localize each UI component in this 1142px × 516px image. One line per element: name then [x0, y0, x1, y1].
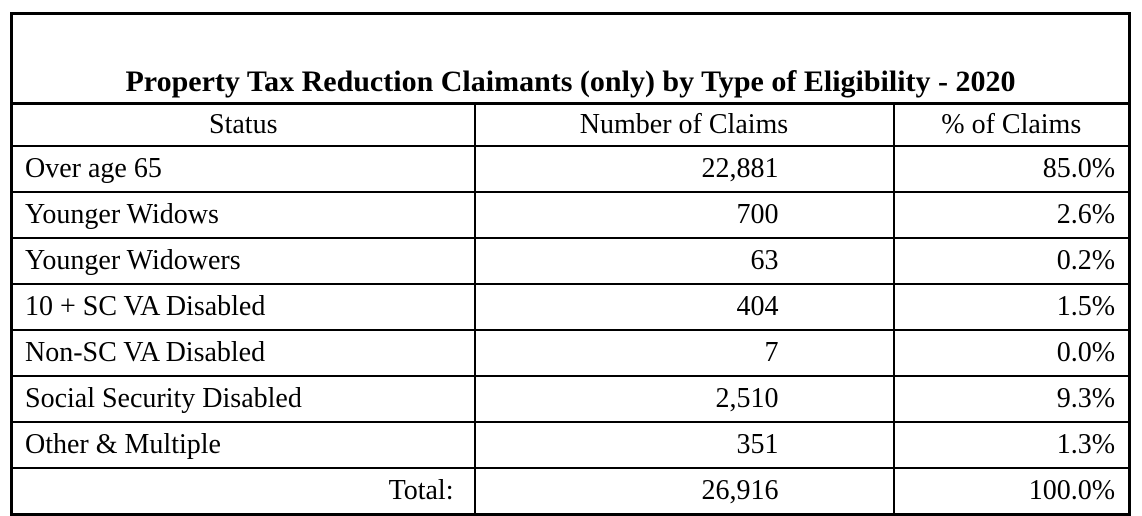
column-header-status: Status — [10, 102, 476, 147]
pct-cell: 2.6% — [892, 191, 1131, 239]
status-cell: Over age 65 — [10, 145, 476, 193]
claims-cell: 404 — [473, 283, 895, 331]
pct-cell: 0.0% — [892, 329, 1131, 377]
status-cell: Younger Widows — [10, 191, 476, 239]
title-row: Property Tax Reduction Claimants (only) … — [10, 12, 1131, 105]
claims-table: Property Tax Reduction Claimants (only) … — [10, 12, 1132, 516]
pct-cell: 1.3% — [892, 421, 1131, 469]
pct-cell: 85.0% — [892, 145, 1131, 193]
pct-cell: 9.3% — [892, 375, 1131, 423]
total-pct-value: 100.0% — [892, 467, 1131, 516]
table-row: Non-SC VA Disabled 7 0.0% — [10, 329, 1131, 377]
table-row: Social Security Disabled 2,510 9.3% — [10, 375, 1131, 423]
table-footer: Total: 26,916 100.0% — [10, 467, 1131, 516]
status-cell: Social Security Disabled — [10, 375, 476, 423]
table-row: 10 + SC VA Disabled 404 1.5% — [10, 283, 1131, 331]
total-claims-value: 26,916 — [473, 467, 895, 516]
table-row: Over age 65 22,881 85.0% — [10, 145, 1131, 193]
column-header-pct-of-claims: % of Claims — [892, 102, 1131, 147]
table-row: Younger Widowers 63 0.2% — [10, 237, 1131, 285]
claims-cell: 7 — [473, 329, 895, 377]
pct-cell: 1.5% — [892, 283, 1131, 331]
total-label: Total: — [10, 467, 476, 516]
claims-cell: 2,510 — [473, 375, 895, 423]
status-cell: Younger Widowers — [10, 237, 476, 285]
claims-cell: 351 — [473, 421, 895, 469]
header-row: Status Number of Claims % of Claims — [10, 102, 1131, 147]
table-row: Other & Multiple 351 1.3% — [10, 421, 1131, 469]
claims-cell: 22,881 — [473, 145, 895, 193]
status-cell: Non-SC VA Disabled — [10, 329, 476, 377]
pct-cell: 0.2% — [892, 237, 1131, 285]
claims-cell: 63 — [473, 237, 895, 285]
column-header-number-of-claims: Number of Claims — [473, 102, 895, 147]
table-body: Over age 65 22,881 85.0% Younger Widows … — [10, 145, 1131, 469]
total-row: Total: 26,916 100.0% — [10, 467, 1131, 516]
status-cell: Other & Multiple — [10, 421, 476, 469]
status-cell: 10 + SC VA Disabled — [10, 283, 476, 331]
table-title: Property Tax Reduction Claimants (only) … — [10, 12, 1131, 105]
claims-cell: 700 — [473, 191, 895, 239]
table-row: Younger Widows 700 2.6% — [10, 191, 1131, 239]
